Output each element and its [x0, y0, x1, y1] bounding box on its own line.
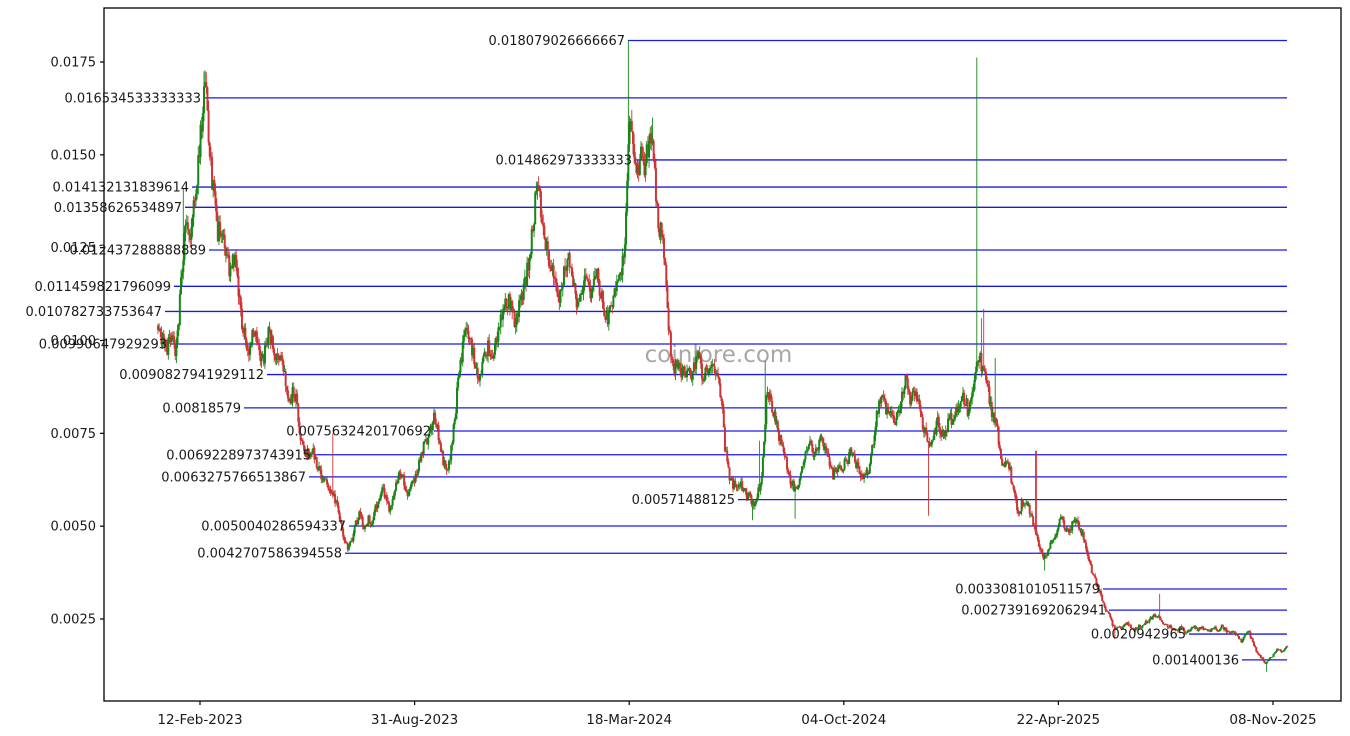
- level-label: 0.011459821796099: [35, 280, 171, 295]
- level-label: 0.014862973333333: [496, 153, 632, 168]
- x-axis: 12-Feb-2023 31-Aug-2023 18-Mar-2024 04-Oct-…: [157, 701, 1317, 728]
- plot-frame: [103, 7, 1342, 702]
- level-label: 0.0090827941929112: [119, 368, 264, 383]
- watermark-text: coinlore.com: [645, 342, 793, 368]
- y-axis: 0.0175 0.0150 0.0125 0.0100 0.0075 0.0050 0.00…: [51, 56, 104, 628]
- y-tick-label: 0.0100: [51, 334, 97, 349]
- level-label: 0.0050040286594337: [201, 520, 346, 535]
- level-label: 0.010782733753647: [26, 305, 162, 320]
- x-tick-label: 04-Oct-2024: [801, 712, 886, 728]
- y-tick-label: 0.0025: [51, 613, 97, 628]
- level-label: 0.001400136: [1152, 653, 1239, 668]
- y-tick-label: 0.0150: [51, 148, 97, 163]
- y-tick-label: 0.0175: [51, 56, 97, 71]
- level-label: 0.0063275766513867: [161, 470, 306, 485]
- x-tick-label: 08-Nov-2025: [1229, 712, 1316, 728]
- level-label: 0.0027391692062941: [961, 604, 1106, 619]
- y-tick-label: 0.0125: [51, 241, 97, 256]
- level-label: 0.0033081010511579: [955, 582, 1100, 597]
- x-tick-label: 12-Feb-2023: [157, 712, 242, 728]
- candles-layer: [157, 40, 1289, 672]
- level-label: 0.0042707586394558: [197, 547, 342, 562]
- level-label: 0.00990647929293: [39, 337, 167, 352]
- level-label: 0.01358626534897: [54, 201, 182, 216]
- level-label: 0.00818579: [162, 401, 241, 416]
- level-label: 0.014132131839614: [53, 181, 189, 196]
- level-label: 0.018079026666667: [489, 34, 625, 49]
- y-tick-label: 0.0050: [51, 520, 97, 535]
- level-label: 0.0075632420170692: [286, 424, 431, 439]
- x-tick-label: 22-Apr-2025: [1017, 712, 1100, 728]
- level-label: 0.00571488125: [632, 493, 735, 508]
- level-label: 0.016534533333333: [65, 91, 201, 106]
- level-lines-layer: [165, 39, 1287, 661]
- level-labels-layer: 0.018079026666667 0.016534533333333 0.0148…: [26, 34, 1239, 668]
- x-tick-label: 18-Mar-2024: [586, 712, 672, 728]
- y-tick-label: 0.0075: [51, 427, 97, 442]
- level-label: 0.0020942965: [1091, 628, 1186, 643]
- level-label: 0.012437288888889: [70, 243, 206, 258]
- x-tick-label: 31-Aug-2023: [371, 712, 458, 728]
- level-label: 0.0069228973743915: [166, 448, 311, 463]
